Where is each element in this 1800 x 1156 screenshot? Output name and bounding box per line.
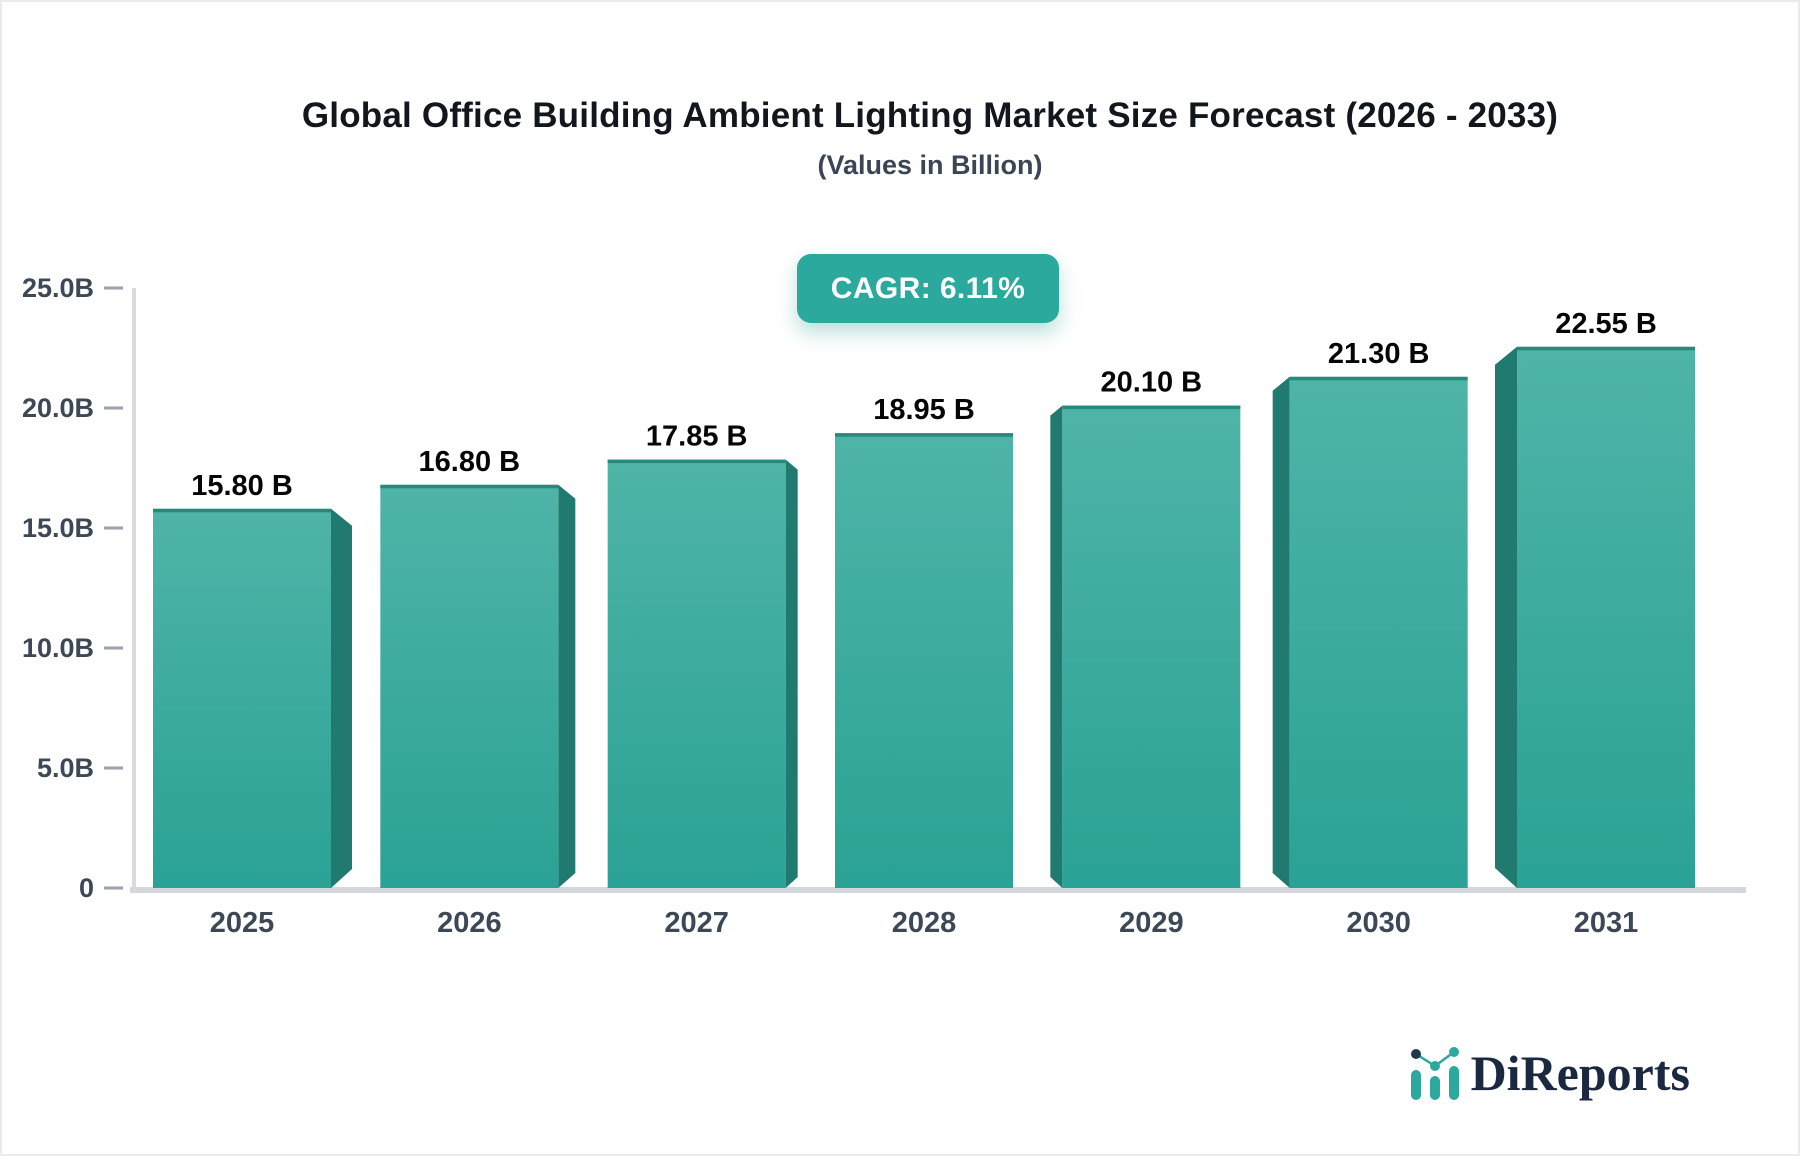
x-tick-label: 2026 — [437, 907, 502, 939]
y-tick-label: 20.0B — [22, 393, 94, 423]
bar-top-edge — [1289, 376, 1468, 381]
x-tick-label: 2025 — [210, 907, 275, 939]
bar-value-label: 17.85 B — [646, 421, 748, 453]
bar-side-2025 — [331, 508, 352, 888]
bar-2031 — [1516, 346, 1695, 888]
bar-side-2030 — [1272, 376, 1290, 888]
x-tick-label: 2029 — [1119, 907, 1184, 939]
bar-value-label: 18.95 B — [873, 394, 975, 426]
bar-value-label: 22.55 B — [1555, 308, 1657, 340]
chart-subtitle: (Values in Billion) — [817, 150, 1043, 180]
x-tick-label: 2031 — [1574, 907, 1639, 939]
bar-value-label: 21.30 B — [1328, 338, 1430, 370]
y-tick-label: 15.0B — [22, 513, 94, 543]
bar-2027 — [607, 459, 786, 888]
cagr-badge: CAGR: 6.11% — [797, 254, 1059, 323]
brand-logo: DiReports — [1409, 1044, 1690, 1102]
bar-top-edge — [1516, 346, 1695, 351]
chart-title: Global Office Building Ambient Lighting … — [301, 96, 1559, 135]
y-tick-label: 10.0B — [22, 633, 94, 663]
bar-side-2026 — [558, 484, 576, 888]
bar-value-label: 15.80 B — [191, 470, 293, 502]
y-tick-label: 25.0B — [22, 273, 94, 303]
bar-chart-logo-icon — [1410, 1047, 1459, 1100]
bar-value-label: 16.80 B — [419, 446, 521, 478]
bar-top-edge — [153, 508, 331, 513]
bar-2026 — [380, 484, 559, 888]
bar-top-edge — [1062, 405, 1241, 410]
y-tick-label: 5.0B — [37, 753, 94, 783]
bar-top-edge — [834, 433, 1013, 437]
bar-2025 — [153, 508, 331, 888]
x-tick-label: 2028 — [892, 907, 957, 939]
cagr-badge-label: CAGR: 6.11% — [830, 271, 1026, 305]
brand-name: DiReports — [1470, 1045, 1690, 1101]
bar-2029 — [1062, 405, 1241, 888]
bar-side-2031 — [1494, 346, 1517, 888]
x-tick-label: 2027 — [664, 907, 729, 939]
bar-side-2027 — [785, 459, 798, 888]
x-tick-label: 2030 — [1346, 907, 1411, 939]
bar-top-edge — [607, 459, 786, 464]
bar-side-2029 — [1050, 405, 1063, 888]
bar-2028 — [834, 433, 1013, 888]
bar-top-edge — [380, 484, 559, 489]
y-tick-label: 0 — [79, 873, 94, 903]
bar-value-label: 20.10 B — [1101, 367, 1203, 399]
chart-header: Global Office Building Ambient Lighting … — [2, 96, 1798, 181]
bar-2030 — [1289, 376, 1468, 888]
